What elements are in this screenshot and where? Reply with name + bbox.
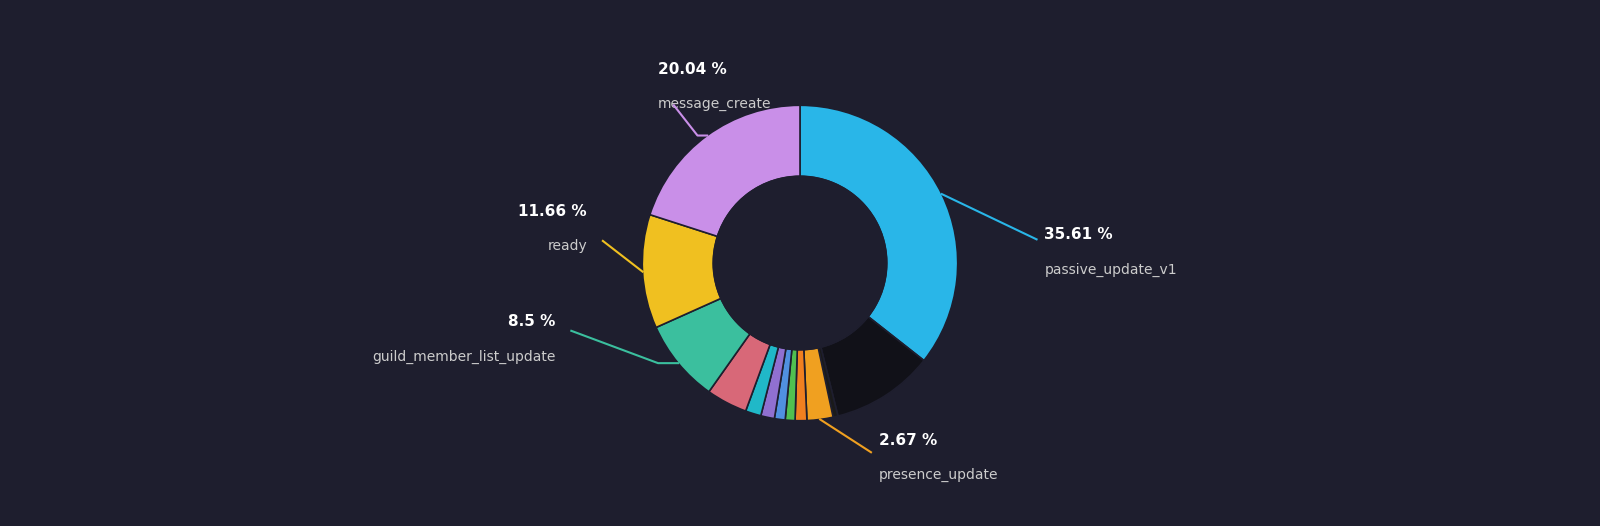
Text: 8.5 %: 8.5 % [509, 314, 555, 329]
Wedge shape [795, 350, 806, 421]
Wedge shape [818, 347, 838, 417]
Wedge shape [642, 215, 722, 328]
Text: 35.61 %: 35.61 % [1045, 228, 1114, 242]
Text: 11.66 %: 11.66 % [518, 204, 587, 219]
Wedge shape [774, 349, 792, 420]
Text: passive_update_v1: passive_update_v1 [1045, 263, 1178, 277]
Wedge shape [800, 105, 958, 360]
Wedge shape [709, 334, 770, 411]
Wedge shape [760, 347, 786, 419]
Circle shape [714, 176, 886, 350]
Wedge shape [786, 349, 797, 421]
Text: 20.04 %: 20.04 % [658, 62, 726, 77]
Wedge shape [656, 298, 750, 392]
Wedge shape [650, 105, 800, 236]
Text: 2.67 %: 2.67 % [878, 432, 938, 448]
Wedge shape [821, 317, 923, 416]
Wedge shape [746, 345, 779, 416]
Text: presence_update: presence_update [878, 468, 998, 482]
Text: ready: ready [547, 239, 587, 254]
Text: message_create: message_create [658, 97, 771, 112]
Text: guild_member_list_update: guild_member_list_update [373, 350, 555, 364]
Wedge shape [803, 348, 834, 421]
